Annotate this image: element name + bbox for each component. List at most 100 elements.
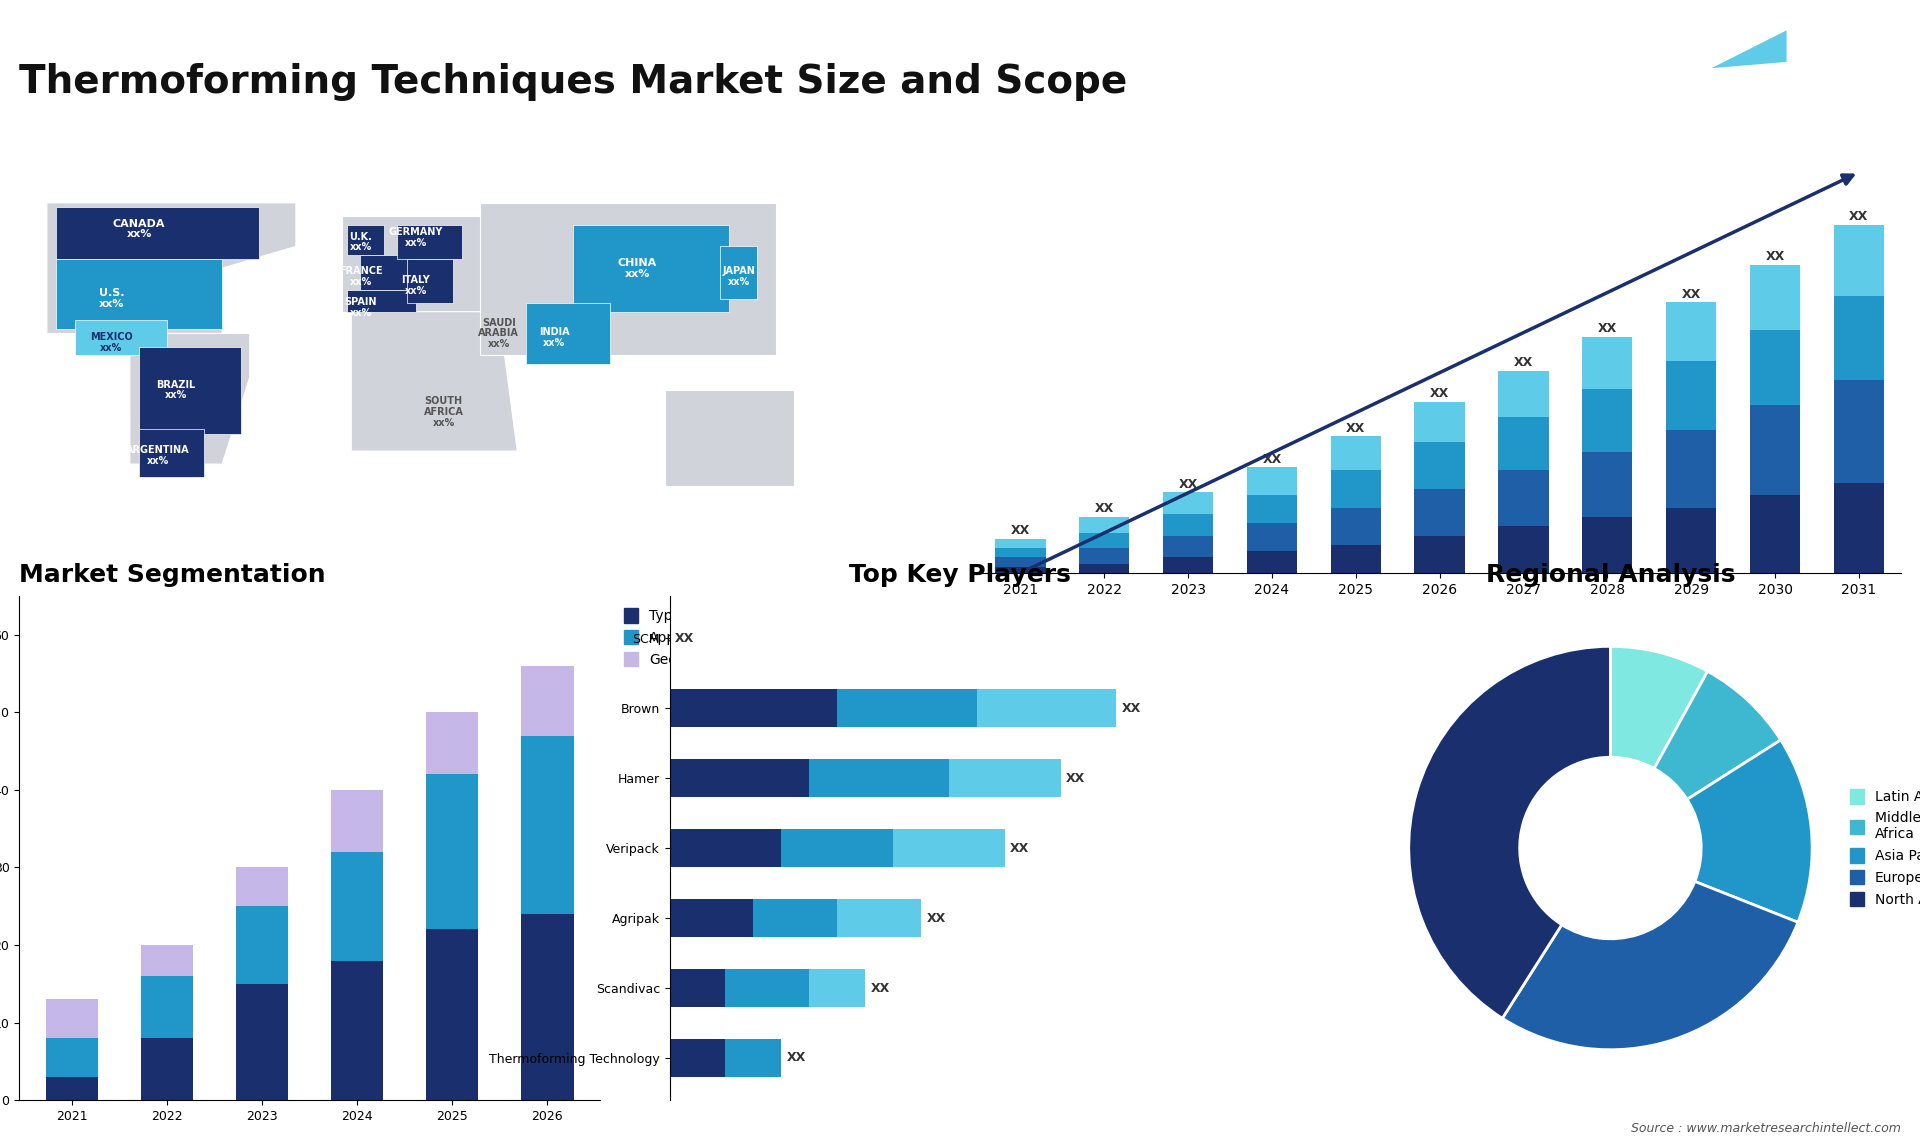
Text: XX: XX [1597,322,1617,335]
Polygon shape [526,303,609,364]
Polygon shape [351,312,516,452]
Text: JAPAN
xx%: JAPAN xx% [722,267,755,288]
Text: MARKET
RESEARCH
INTELLECT: MARKET RESEARCH INTELLECT [1809,38,1868,73]
Bar [1667,430,1716,508]
Bar [140,1038,194,1100]
Bar [1749,330,1801,405]
Bar [1079,548,1129,564]
Polygon shape [56,207,259,259]
Bar [837,689,977,728]
Bar [1582,517,1632,573]
Bar [726,968,808,1007]
Bar [1834,380,1884,482]
Bar [670,689,837,728]
Bar [140,976,194,1038]
Bar [330,790,384,851]
Bar [1834,482,1884,573]
Bar [1079,564,1129,573]
Bar [1331,545,1380,573]
Bar [1498,371,1549,417]
Wedge shape [1655,672,1780,800]
Bar [1331,437,1380,470]
Text: XX: XX [676,631,695,644]
Text: U.S.
xx%: U.S. xx% [98,289,125,309]
Bar [1582,390,1632,452]
Bar [1164,535,1213,557]
Bar [1415,489,1465,535]
Text: BRAZIL
xx%: BRAZIL xx% [156,379,196,400]
Wedge shape [1409,646,1611,1019]
Polygon shape [1607,31,1753,100]
Text: Market Segmentation: Market Segmentation [19,563,326,587]
Bar [1246,551,1298,573]
Text: U.K.
xx%: U.K. xx% [349,231,372,252]
Bar [46,999,98,1038]
Text: XX: XX [927,911,947,925]
Bar [1079,533,1129,548]
Polygon shape [720,246,756,299]
Polygon shape [361,256,417,290]
Text: XX: XX [1010,524,1029,537]
Text: XX: XX [1010,841,1029,855]
Bar [1164,492,1213,513]
Polygon shape [480,203,776,355]
Bar [1331,508,1380,545]
Polygon shape [46,203,296,333]
Bar [948,759,1060,798]
Text: XX: XX [1261,453,1281,465]
Bar [426,929,478,1100]
Bar [1582,337,1632,390]
Bar [520,666,574,736]
Bar [426,775,478,929]
Bar [236,868,288,906]
Polygon shape [348,225,384,256]
Bar [1079,517,1129,533]
Bar [995,557,1046,567]
Bar [1246,495,1298,524]
Bar [1498,417,1549,470]
Bar [46,1077,98,1100]
Polygon shape [75,321,167,355]
Bar [520,736,574,915]
Text: SOUTH
AFRICA
xx%: SOUTH AFRICA xx% [424,397,463,427]
Wedge shape [1611,646,1707,769]
Legend: Type, Application, Geography: Type, Application, Geography [618,603,733,673]
Bar [1164,557,1213,573]
Bar [46,1038,98,1077]
Text: CHINA
xx%: CHINA xx% [618,258,657,278]
Bar [1749,405,1801,495]
Text: MEXICO
xx%: MEXICO xx% [90,332,132,353]
Text: XX: XX [1849,210,1868,223]
Text: SAUDI
ARABIA
xx%: SAUDI ARABIA xx% [478,317,518,350]
Polygon shape [397,225,463,259]
Bar [1667,303,1716,361]
Bar [670,898,753,937]
Text: FRANCE
xx%: FRANCE xx% [338,267,382,288]
Bar [1667,508,1716,573]
Text: XX: XX [1682,288,1701,301]
Bar [995,539,1046,548]
Text: GERMANY
xx%: GERMANY xx% [388,227,444,248]
Wedge shape [1501,881,1797,1050]
Bar [1498,526,1549,573]
Text: XX: XX [1764,251,1786,264]
Bar [995,567,1046,573]
Bar [1749,495,1801,573]
Bar [893,829,1004,868]
Text: CANADA
xx%: CANADA xx% [113,219,165,240]
Text: XX: XX [1121,701,1140,715]
Bar [1164,513,1213,535]
Bar [330,960,384,1100]
Bar [670,1038,726,1077]
Wedge shape [1688,740,1812,923]
Text: SPAIN
xx%: SPAIN xx% [344,297,376,317]
Bar [726,1038,781,1077]
Bar [781,829,893,868]
Polygon shape [348,290,417,312]
Bar [753,898,837,937]
Text: ARGENTINA
xx%: ARGENTINA xx% [125,445,190,465]
Title: Regional Analysis: Regional Analysis [1486,563,1736,587]
Polygon shape [56,259,223,329]
Bar [1415,442,1465,489]
Bar [1749,265,1801,330]
